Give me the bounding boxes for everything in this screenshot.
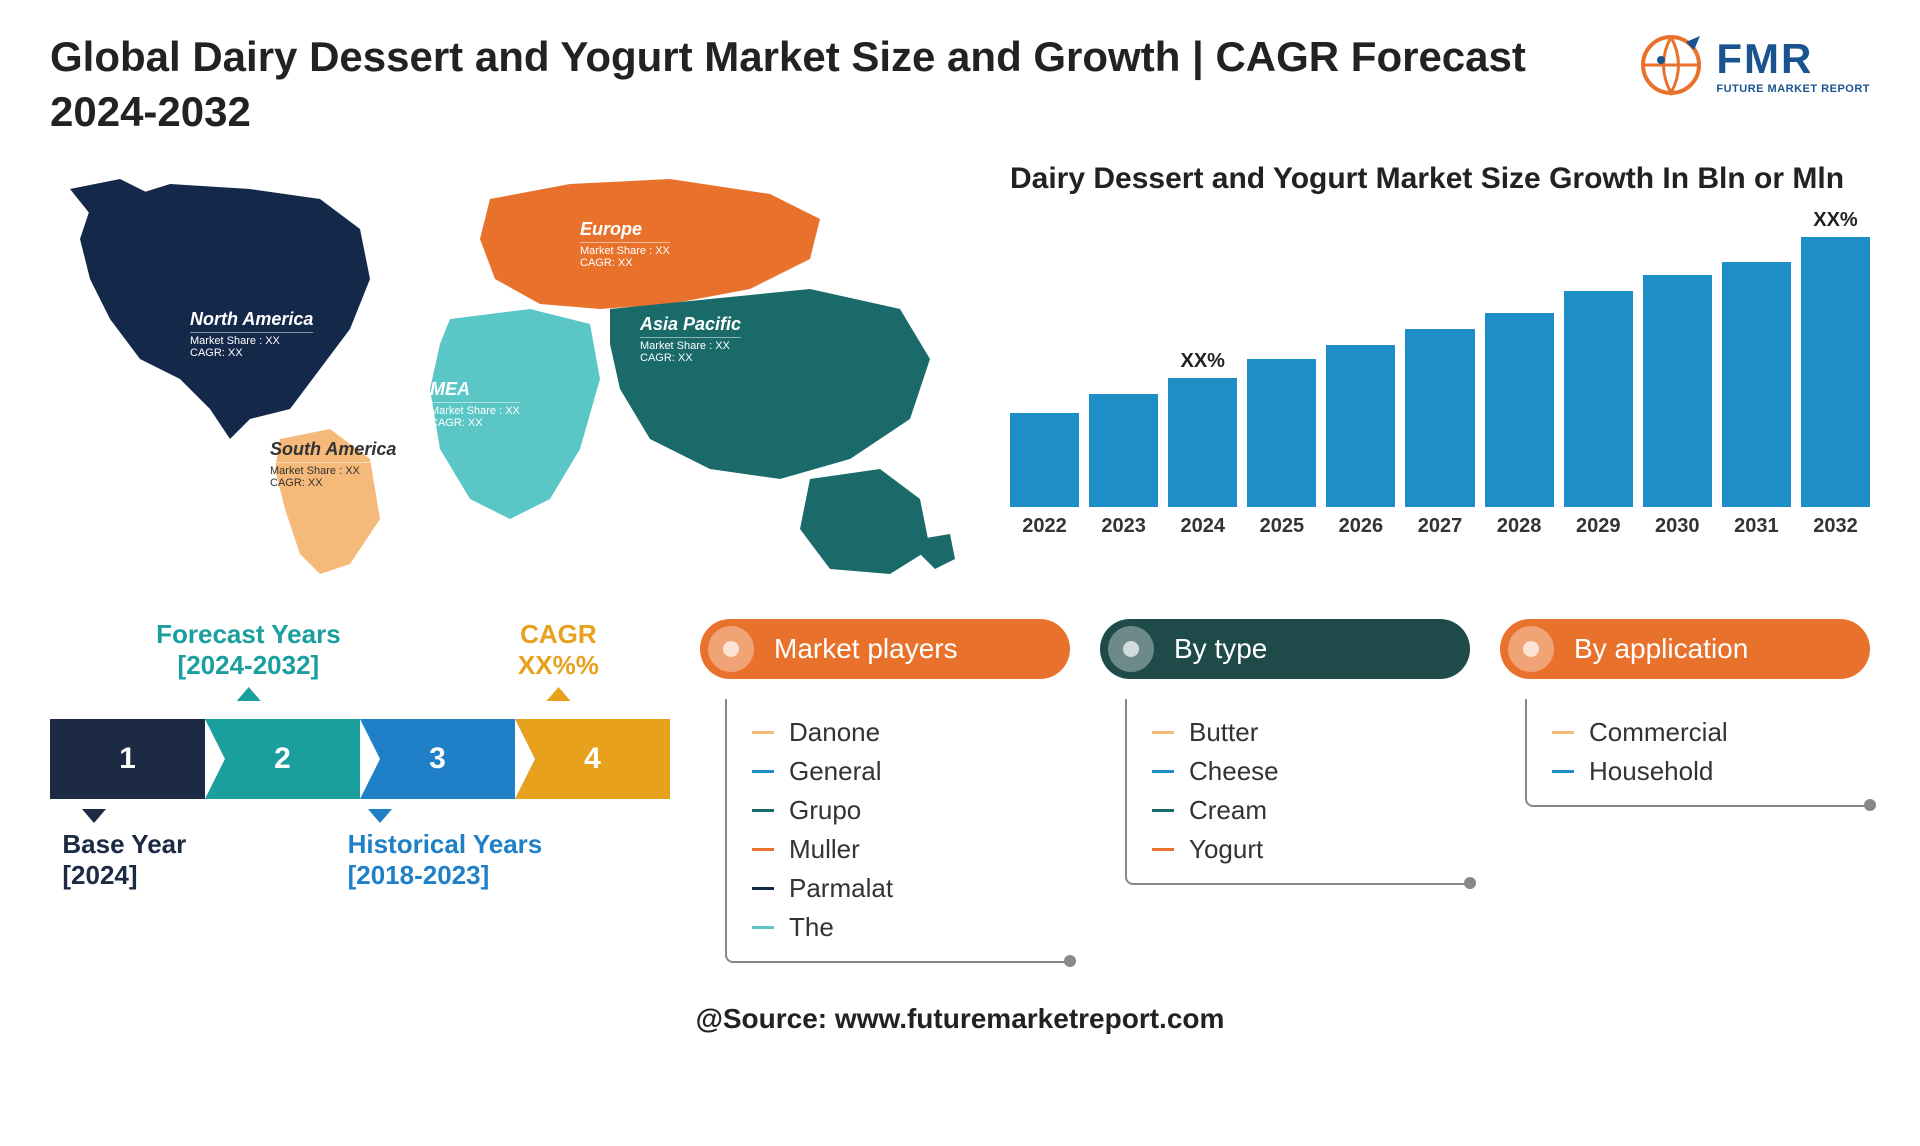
logo-main: FMR (1716, 35, 1870, 83)
bar-chart-section: Dairy Dessert and Yogurt Market Size Gro… (1010, 159, 1870, 579)
bar-column: 2031 (1722, 262, 1791, 539)
timeline-segment: 2 (205, 719, 360, 799)
category-item: The (752, 912, 1070, 943)
timeline-top-label: Forecast Years[2024-2032] (156, 619, 341, 701)
bar-column: 2022 (1010, 413, 1079, 539)
timeline: Forecast Years[2024-2032] CAGRXX%% 1234 B… (50, 619, 670, 963)
category-item: Cheese (1152, 756, 1470, 787)
category-item: Grupo (752, 795, 1070, 826)
bar (1564, 291, 1633, 507)
timeline-top-label: CAGRXX%% (518, 619, 599, 701)
bar-column: 2027 (1405, 329, 1474, 538)
bar-year-label: 2032 (1813, 515, 1858, 538)
bar (1722, 262, 1791, 508)
bar-column: 2026 (1326, 345, 1395, 538)
timeline-bottom-label: Base Year[2024] (62, 809, 186, 891)
bar-chart: 2022 2023 XX% 2024 2025 2026 2027 2028 2029 2030 2… (1010, 218, 1870, 538)
bar-annotation: XX% (1813, 209, 1857, 232)
bar-column: 2030 (1643, 275, 1712, 538)
map-region-label: Asia PacificMarket Share : XXCAGR: XX (640, 314, 741, 364)
bar: XX% (1168, 378, 1237, 508)
bar-column: XX% 2024 (1168, 378, 1237, 539)
category-header: By application (1500, 619, 1870, 679)
category-list: Danone General Grupo Muller Parmalat The (725, 699, 1070, 963)
timeline-bottom-label: Historical Years[2018-2023] (348, 809, 543, 891)
category-column: Market players Danone General Grupo Muller Pa… (700, 619, 1070, 963)
bar-year-label: 2026 (1339, 515, 1384, 538)
bar (1405, 329, 1474, 507)
bar-year-label: 2024 (1180, 515, 1225, 538)
category-column: By type Butter Cheese Cream Yogurt (1100, 619, 1470, 963)
bar-year-label: 2023 (1101, 515, 1146, 538)
category-item: Parmalat (752, 873, 1070, 904)
category-item: Household (1552, 756, 1870, 787)
bar-column: 2028 (1485, 313, 1554, 538)
category-item: Yogurt (1152, 834, 1470, 865)
category-item: Danone (752, 717, 1070, 748)
bar-annotation: XX% (1181, 350, 1225, 373)
timeline-segment: 4 (515, 719, 670, 799)
timeline-segment: 3 (360, 719, 515, 799)
bar-column: XX% 2032 (1801, 237, 1870, 538)
bar (1326, 345, 1395, 507)
bar-year-label: 2022 (1022, 515, 1067, 538)
bar-column: 2029 (1564, 291, 1633, 538)
map-region-label: South AmericaMarket Share : XXCAGR: XX (270, 439, 396, 489)
logo-sub: FUTURE MARKET REPORT (1716, 83, 1870, 95)
bar-year-label: 2031 (1734, 515, 1779, 538)
bar-year-label: 2029 (1576, 515, 1621, 538)
map-region-label: EuropeMarket Share : XXCAGR: XX (580, 219, 670, 269)
bar-year-label: 2025 (1260, 515, 1305, 538)
category-item: Cream (1152, 795, 1470, 826)
category-item: General (752, 756, 1070, 787)
category-item: Butter (1152, 717, 1470, 748)
category-item: Commercial (1552, 717, 1870, 748)
world-map: North AmericaMarket Share : XXCAGR: XX So… (50, 159, 970, 579)
page-title: Global Dairy Dessert and Yogurt Market S… (50, 30, 1550, 139)
bar: XX% (1801, 237, 1870, 507)
timeline-segment: 1 (50, 719, 205, 799)
bar (1247, 359, 1316, 508)
bar-column: 2025 (1247, 359, 1316, 539)
bar-year-label: 2027 (1418, 515, 1463, 538)
category-column: By application Commercial Household (1500, 619, 1870, 963)
bar-year-label: 2030 (1655, 515, 1700, 538)
map-region-label: MEAMarket Share : XXCAGR: XX (430, 379, 520, 429)
category-item: Muller (752, 834, 1070, 865)
bar (1010, 413, 1079, 508)
category-header: By type (1100, 619, 1470, 679)
category-header: Market players (700, 619, 1070, 679)
bar-year-label: 2028 (1497, 515, 1542, 538)
bar (1089, 394, 1158, 507)
source-text: @Source: www.futuremarketreport.com (50, 1003, 1870, 1035)
globe-icon (1636, 30, 1706, 100)
category-list: Butter Cheese Cream Yogurt (1125, 699, 1470, 885)
map-svg (50, 159, 970, 579)
map-region-label: North AmericaMarket Share : XXCAGR: XX (190, 309, 313, 359)
chart-title: Dairy Dessert and Yogurt Market Size Gro… (1010, 159, 1870, 198)
category-list: Commercial Household (1525, 699, 1870, 807)
bar (1485, 313, 1554, 507)
bar-column: 2023 (1089, 394, 1158, 538)
logo: FMR FUTURE MARKET REPORT (1636, 30, 1870, 100)
bar (1643, 275, 1712, 507)
